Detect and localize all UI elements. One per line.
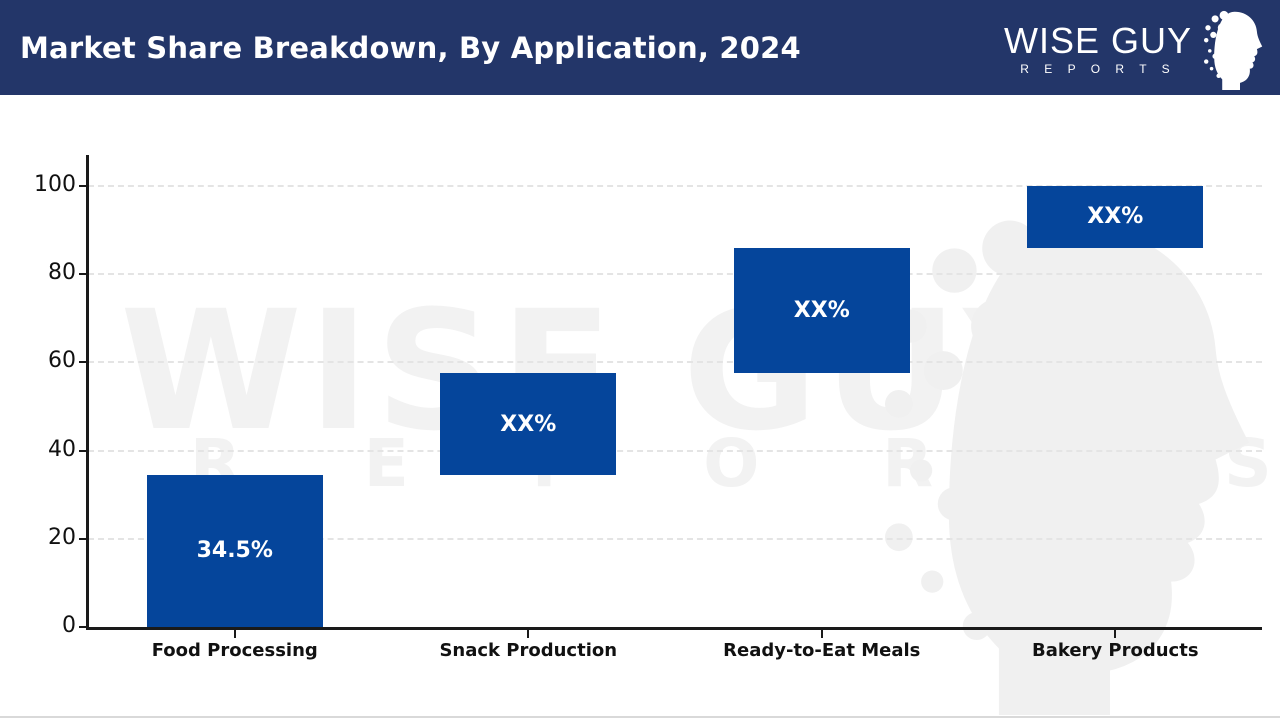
header-band: Market Share Breakdown, By Application, …	[0, 0, 1280, 95]
page-title: Market Share Breakdown, By Application, …	[20, 30, 801, 65]
x-category-label: Snack Production	[439, 640, 618, 661]
bar-value-label: 34.5%	[196, 538, 273, 564]
bar-1: XX%	[440, 373, 617, 475]
x-category-label: Food Processing	[151, 640, 318, 661]
y-tick-label: 40	[48, 436, 76, 462]
x-category-label: Ready-to-Eat Meals	[723, 640, 921, 661]
x-tick-mark	[1114, 629, 1117, 638]
gridline	[88, 361, 1262, 364]
gridline	[88, 449, 1262, 452]
y-tick-label: 0	[62, 613, 76, 638]
x-tick-mark	[527, 629, 530, 638]
y-tick-label: 20	[48, 524, 76, 550]
y-tick-mark	[79, 185, 88, 187]
gridline	[88, 537, 1262, 540]
y-tick-mark	[79, 626, 88, 628]
x-axis-spine	[86, 627, 1262, 630]
y-tick-mark	[79, 361, 88, 364]
x-tick-mark	[233, 629, 236, 638]
y-tick-mark	[79, 537, 88, 540]
gridline	[88, 185, 1262, 187]
brand-logo: WISE GUY R E P O R T S	[1004, 6, 1264, 92]
brand-tagline: R E P O R T S	[1020, 62, 1176, 76]
y-tick-label: 60	[48, 348, 76, 374]
bar-value-label: XX%	[500, 411, 557, 437]
y-tick-label: 80	[48, 260, 76, 286]
brand-name: WISE GUY	[1003, 20, 1192, 61]
dotted-head-profile-icon	[1200, 10, 1264, 94]
x-tick-mark	[820, 629, 823, 638]
y-tick-mark	[79, 273, 88, 276]
bar-value-label: XX%	[1087, 204, 1144, 230]
y-tick-mark	[79, 449, 88, 452]
brand-logo-text: WISE GUY R E P O R T S	[1003, 20, 1192, 77]
y-tick-label: 100	[34, 172, 76, 197]
bar-value-label: XX%	[793, 298, 850, 324]
y-axis-spine	[86, 155, 89, 629]
bar-2: XX%	[733, 247, 910, 374]
bottom-border	[0, 716, 1280, 718]
bar-0: 34.5%	[146, 474, 323, 627]
bar-3: XX%	[1027, 186, 1204, 248]
gridline	[88, 273, 1262, 276]
x-category-label: Bakery Products	[1031, 640, 1199, 661]
